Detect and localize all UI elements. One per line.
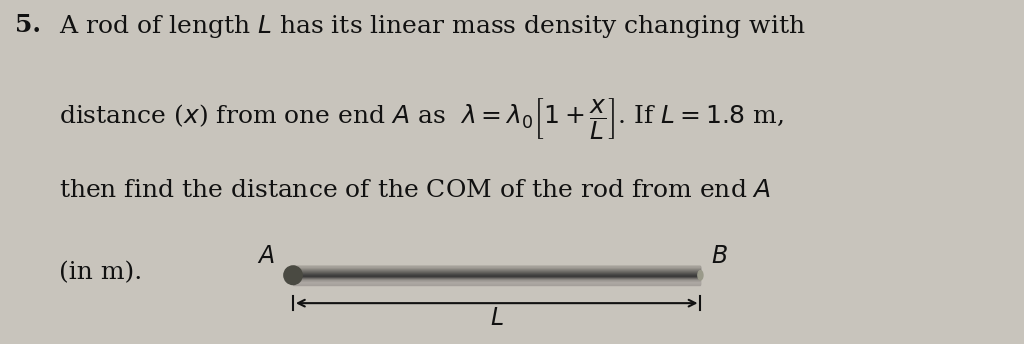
Text: $B$: $B$: [711, 245, 727, 268]
Bar: [293, 271, 700, 272]
Bar: [293, 279, 700, 280]
Text: then find the distance of the COM of the rod from end $A$: then find the distance of the COM of the…: [58, 179, 771, 202]
Bar: [293, 267, 700, 268]
Bar: [293, 282, 700, 283]
Bar: [293, 272, 700, 273]
Bar: [293, 277, 700, 278]
Bar: [293, 281, 700, 282]
Bar: [293, 269, 700, 270]
Bar: [293, 283, 700, 284]
Bar: [293, 281, 700, 282]
Bar: [293, 267, 700, 268]
Bar: [293, 275, 700, 276]
Text: $L$: $L$: [489, 307, 504, 330]
Ellipse shape: [284, 266, 302, 284]
Bar: [293, 279, 700, 280]
Bar: [293, 271, 700, 272]
Bar: [293, 283, 700, 284]
Bar: [293, 273, 700, 274]
Text: (in m).: (in m).: [58, 262, 142, 285]
Bar: [293, 269, 700, 270]
Bar: [293, 280, 700, 281]
Bar: [293, 273, 700, 274]
Text: 5.: 5.: [15, 13, 41, 37]
Bar: [293, 270, 700, 271]
Bar: [293, 278, 700, 279]
Bar: [293, 277, 700, 278]
Bar: [293, 274, 700, 275]
Bar: [293, 276, 700, 277]
Bar: [293, 275, 700, 276]
Bar: [293, 270, 700, 271]
Text: distance ($x$) from one end $A$ as  $\lambda = \lambda_0\left[1+\dfrac{x}{L}\rig: distance ($x$) from one end $A$ as $\lam…: [58, 96, 783, 141]
Bar: [293, 267, 700, 268]
Bar: [293, 276, 700, 277]
Text: $A$: $A$: [257, 245, 274, 268]
Bar: [293, 266, 700, 267]
Bar: [293, 282, 700, 283]
Bar: [293, 274, 700, 275]
Ellipse shape: [698, 271, 702, 280]
Bar: [293, 268, 700, 269]
Bar: [293, 270, 700, 271]
Bar: [293, 273, 700, 274]
Text: A rod of length $L$ has its linear mass density changing with: A rod of length $L$ has its linear mass …: [58, 13, 805, 40]
Bar: [293, 268, 700, 269]
Bar: [293, 266, 700, 267]
Bar: [293, 278, 700, 279]
Bar: [293, 280, 700, 281]
Bar: [293, 272, 700, 273]
